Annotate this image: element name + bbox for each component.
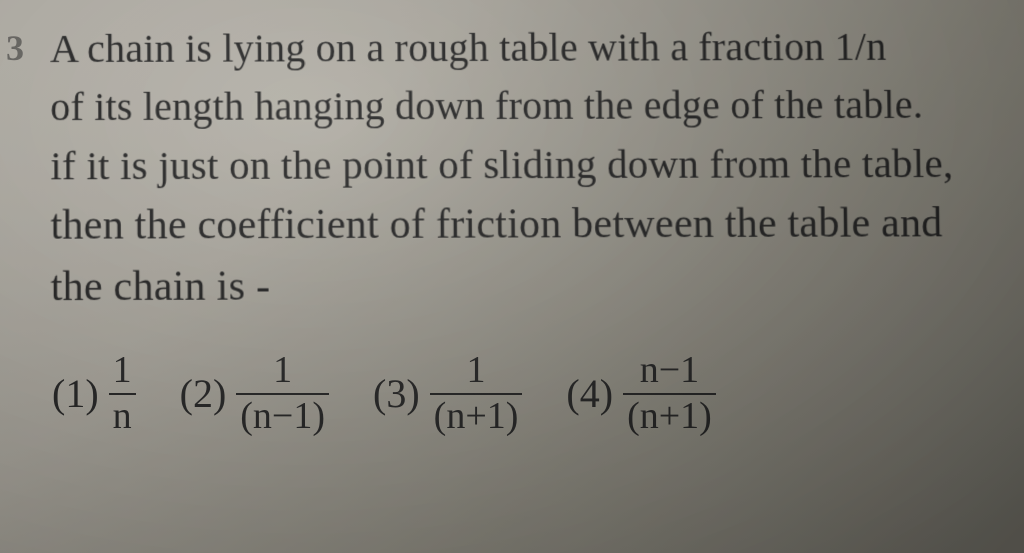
option-3-denominator: (n+1) xyxy=(430,397,523,437)
option-2[interactable]: (2) 1 (n−1) xyxy=(180,351,329,437)
option-2-denominator: (n−1) xyxy=(236,397,329,437)
stem-line-2: of its length hanging down from the edge… xyxy=(50,76,996,137)
option-2-fraction: 1 (n−1) xyxy=(236,351,329,437)
question-number: 3 xyxy=(6,22,24,74)
option-3[interactable]: (3) 1 (n+1) xyxy=(373,351,522,437)
exam-page: 3 A chain is lying on a rough table with… xyxy=(0,0,1024,553)
question-stem: A chain is lying on a rough table with a… xyxy=(50,18,999,319)
option-1-numerator: 1 xyxy=(109,351,136,391)
option-1-denominator: n xyxy=(109,397,136,437)
options-row: (1) 1 n (2) 1 (n−1) (3) 1 (n+1) xyxy=(50,351,994,437)
option-4-fraction: n−1 (n+1) xyxy=(623,351,716,437)
option-1[interactable]: (1) 1 n xyxy=(52,351,136,437)
stem-line-1: A chain is lying on a rough table with a… xyxy=(50,18,995,79)
stem-fraction-1n: 1/n xyxy=(834,24,886,69)
option-1-label: (1) xyxy=(52,365,99,423)
option-4-denominator: (n+1) xyxy=(623,397,716,437)
option-3-numerator: 1 xyxy=(463,351,490,391)
stem-line-5: the chain is - xyxy=(51,255,999,319)
option-3-label: (3) xyxy=(373,365,420,423)
stem-line-3: if it is just on the point of sliding do… xyxy=(50,134,997,196)
option-2-numerator: 1 xyxy=(269,351,296,391)
option-2-label: (2) xyxy=(180,365,227,423)
stem-line-1a: A chain is lying on a rough table with a… xyxy=(50,24,835,71)
option-4[interactable]: (4) n−1 (n+1) xyxy=(566,351,715,437)
stem-line-4: then the coefficient of friction between… xyxy=(50,193,997,257)
option-4-label: (4) xyxy=(566,365,613,423)
option-4-numerator: n−1 xyxy=(636,351,703,391)
option-1-fraction: 1 n xyxy=(109,351,136,437)
option-3-fraction: 1 (n+1) xyxy=(430,351,523,437)
